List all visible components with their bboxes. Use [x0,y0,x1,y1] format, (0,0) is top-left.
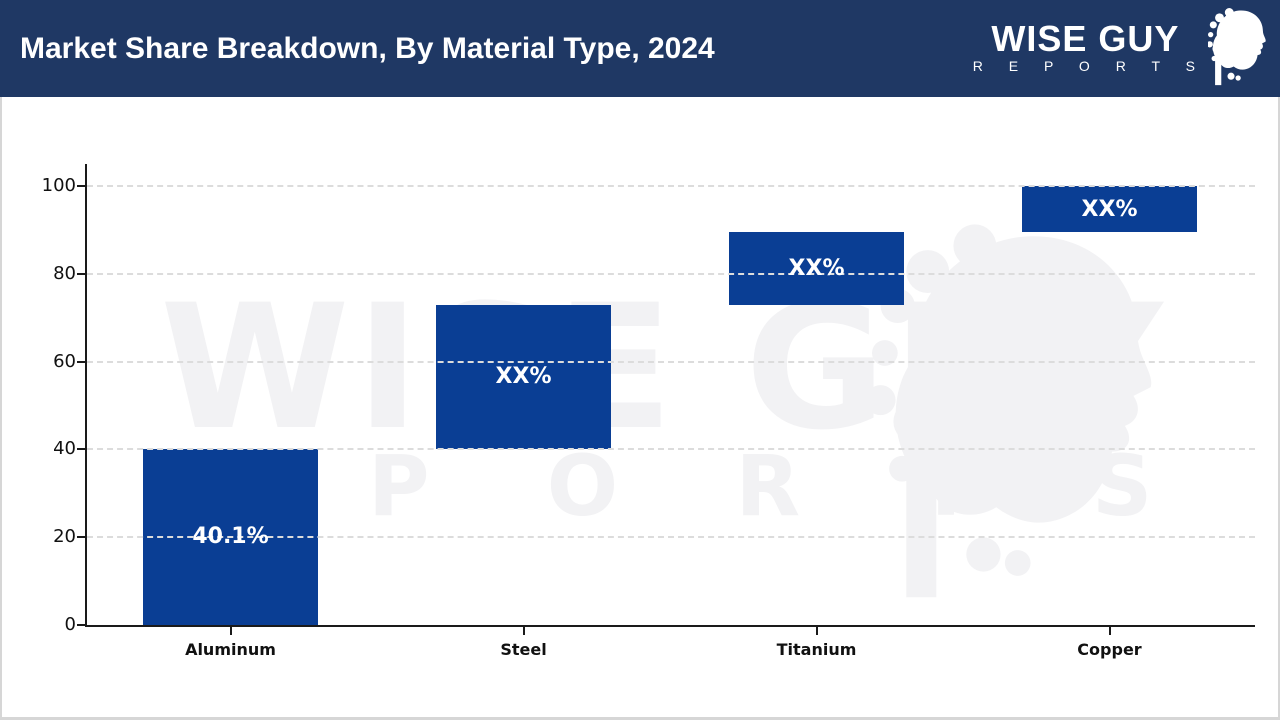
gridline-100 [87,185,1255,187]
gridline-60 [87,360,1255,363]
category-label-aluminum: Aluminum [185,640,276,659]
bar-steel [436,304,611,449]
logo-wordmark: WISE GUY [991,17,1180,59]
wiseguy-logo: WISE GUY R E P O R T S [965,7,1270,87]
y-tick-mark [77,448,86,451]
bar-titanium [729,232,904,305]
y-tick-mark [77,536,86,539]
bar-value-label: XX% [495,364,552,390]
x-tick-mark [522,627,525,635]
y-tick-label: 60 [53,350,76,372]
header-bar: Market Share Breakdown, By Material Type… [0,0,1280,97]
watermark-head-icon [872,224,1152,598]
category-label-copper: Copper [1077,640,1142,659]
logo-text: WISE GUY R E P O R T S [965,17,1206,75]
page-title: Market Share Breakdown, By Material Type… [20,31,715,65]
y-tick-label: 40 [53,438,76,460]
bar-value-label: XX% [788,255,845,281]
y-tick-label: 80 [53,262,76,284]
y-axis-spine [85,164,87,627]
x-tick-mark [815,627,818,635]
category-label-titanium: Titanium [776,640,857,659]
x-axis-spine [85,625,1255,627]
y-tick-label: 100 [41,175,76,196]
bar-value-label: XX% [1081,196,1138,222]
bar-value-label: 40.1% [192,524,269,550]
y-tick-label: 0 [64,614,76,635]
y-tick-label: 20 [53,526,76,548]
y-tick-mark [77,272,86,275]
category-label-steel: Steel [500,640,547,659]
gridline-80 [87,272,1255,275]
y-tick-mark [77,185,86,187]
x-tick-mark [1108,627,1111,635]
bar-copper [1022,186,1197,233]
gridline-40 [87,448,1255,451]
gridline-20 [87,536,1255,539]
logo-subtitle: R E P O R T S [972,58,1206,75]
wiseguy-head-icon [1208,8,1266,86]
y-tick-mark [77,360,86,363]
x-tick-mark [229,627,232,635]
y-tick-mark [77,624,86,626]
